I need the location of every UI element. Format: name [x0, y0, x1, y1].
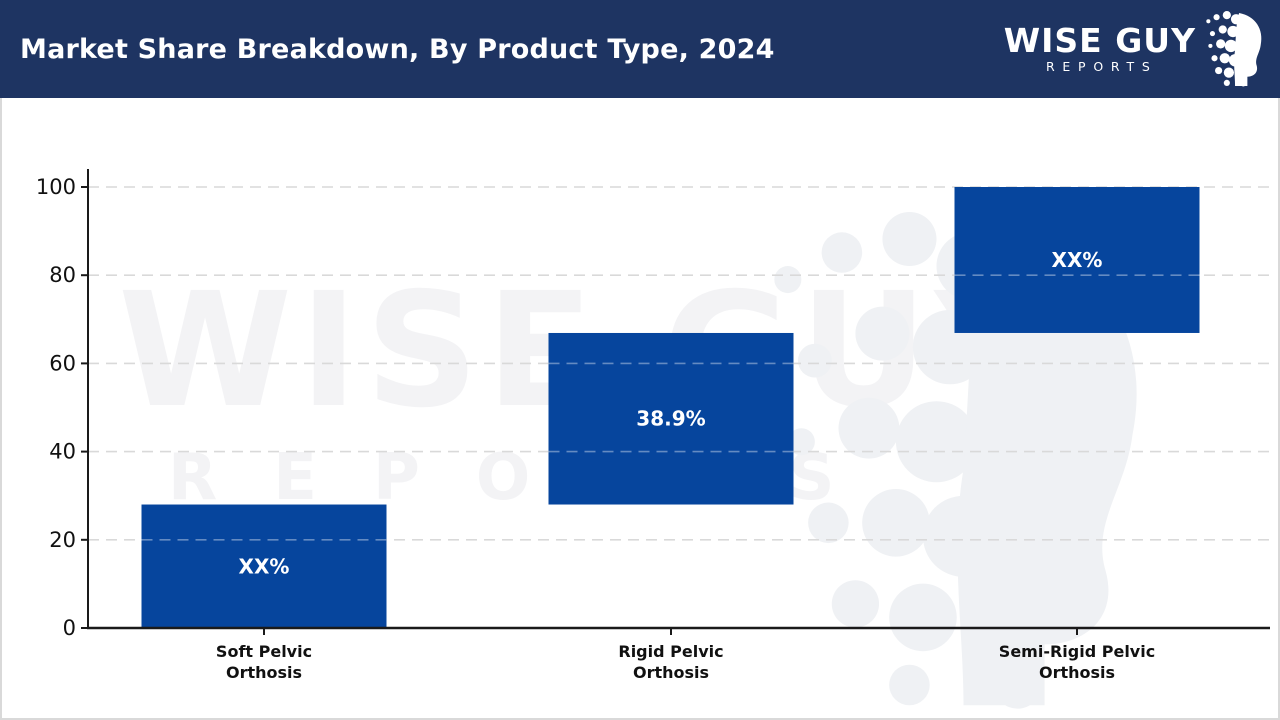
- x-tick-label: Semi-Rigid Pelvic Orthosis: [999, 642, 1155, 682]
- y-tick-label: 20: [49, 528, 76, 552]
- bar-value-label: 38.9%: [636, 407, 705, 431]
- logo-reports-text: REPORTS: [1045, 59, 1158, 75]
- header-banner: Market Share Breakdown, By Product Type,…: [0, 0, 1280, 98]
- y-tick-label: 40: [49, 440, 76, 464]
- y-tick-label: 80: [49, 263, 76, 287]
- logo-face-icon: [1206, 11, 1262, 87]
- wise-guy-logo: WISE GUY REPORTS: [1004, 11, 1280, 87]
- bar-value-label: XX%: [1052, 248, 1103, 272]
- logo-text: WISE GUY REPORTS: [1004, 24, 1196, 74]
- y-tick-label: 0: [63, 616, 76, 640]
- bar: [548, 332, 794, 505]
- x-tick-label: Soft Pelvic Orthosis: [216, 642, 312, 682]
- x-tick-label: Rigid Pelvic Orthosis: [618, 642, 723, 682]
- bar: [954, 187, 1200, 333]
- y-tick-label: 100: [36, 175, 76, 199]
- bar: [141, 504, 387, 628]
- chart-title: Market Share Breakdown, By Product Type,…: [20, 33, 775, 65]
- logo-wordmark: WISE GUY: [1003, 21, 1196, 61]
- bar-value-label: XX%: [239, 554, 290, 578]
- y-tick-label: 60: [49, 351, 76, 375]
